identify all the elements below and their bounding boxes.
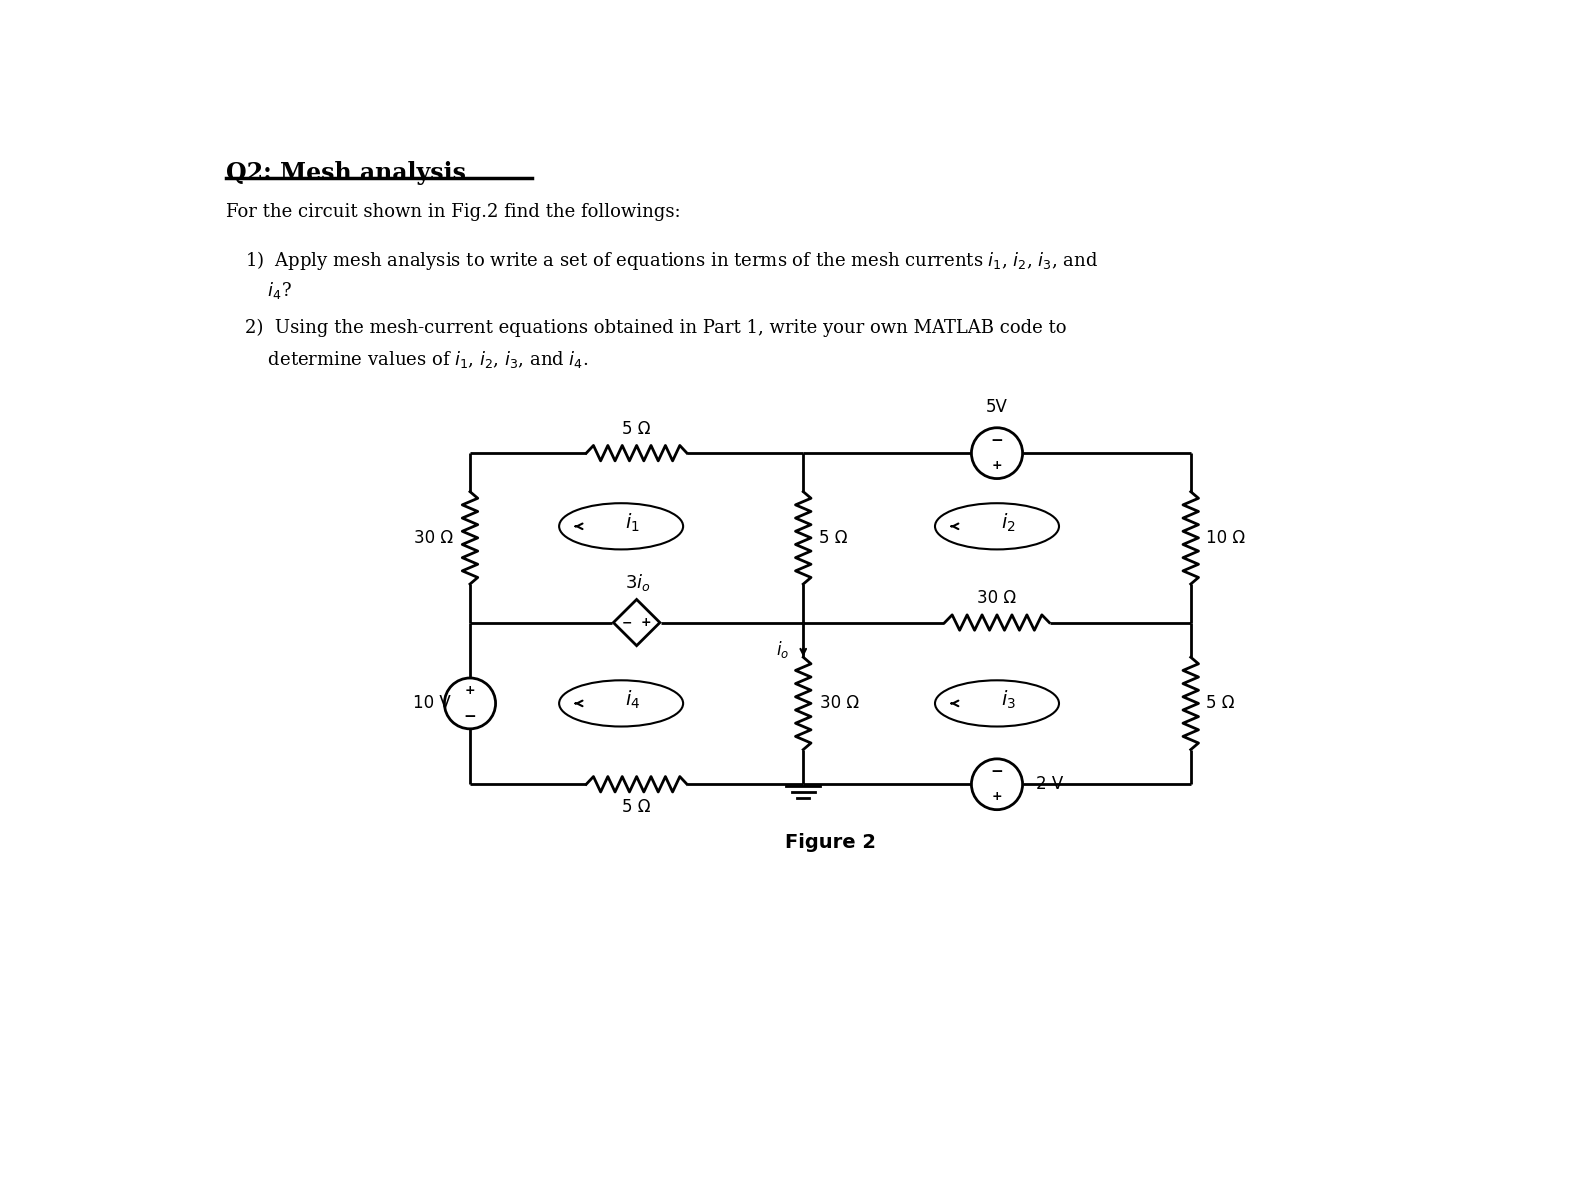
Text: +: + — [992, 791, 1002, 804]
Text: Q2: Mesh analysis: Q2: Mesh analysis — [226, 161, 466, 185]
Text: +: + — [992, 459, 1002, 472]
Text: +: + — [464, 684, 475, 697]
Text: 1)  Apply mesh analysis to write a set of equations in terms of the mesh current: 1) Apply mesh analysis to write a set of… — [245, 249, 1099, 272]
Text: For the circuit shown in Fig.2 find the followings:: For the circuit shown in Fig.2 find the … — [226, 202, 681, 221]
Text: $i_4$?: $i_4$? — [245, 279, 293, 301]
Text: $i_2$: $i_2$ — [1002, 511, 1016, 534]
Text: $i_4$: $i_4$ — [625, 688, 641, 710]
Text: $3i_o$: $3i_o$ — [625, 572, 650, 593]
Text: 30 Ω: 30 Ω — [820, 694, 860, 713]
Text: 5 Ω: 5 Ω — [622, 420, 650, 438]
Text: Figure 2: Figure 2 — [785, 832, 876, 851]
Text: −: − — [991, 433, 1003, 448]
Text: 10 V: 10 V — [413, 694, 450, 713]
Text: $i_1$: $i_1$ — [625, 511, 641, 534]
Text: 30 Ω: 30 Ω — [413, 529, 453, 547]
Text: $i_o$: $i_o$ — [776, 639, 789, 659]
Text: +: + — [641, 616, 652, 629]
Text: −: − — [464, 708, 477, 723]
Text: −: − — [991, 764, 1003, 779]
Text: −: − — [622, 616, 633, 629]
Text: 30 Ω: 30 Ω — [978, 590, 1016, 607]
Text: 5 Ω: 5 Ω — [622, 798, 650, 816]
Text: $i_3$: $i_3$ — [1002, 688, 1016, 710]
Text: 10 Ω: 10 Ω — [1207, 529, 1245, 547]
Text: 2)  Using the mesh-current equations obtained in Part 1, write your own MATLAB c: 2) Using the mesh-current equations obta… — [245, 318, 1067, 336]
Text: 5 Ω: 5 Ω — [1207, 694, 1235, 713]
Text: 2 V: 2 V — [1035, 776, 1064, 793]
Text: 5 Ω: 5 Ω — [819, 529, 847, 547]
Text: determine values of $i_1$, $i_2$, $i_3$, and $i_4$.: determine values of $i_1$, $i_2$, $i_3$,… — [245, 349, 588, 371]
Text: 5V: 5V — [986, 398, 1008, 417]
